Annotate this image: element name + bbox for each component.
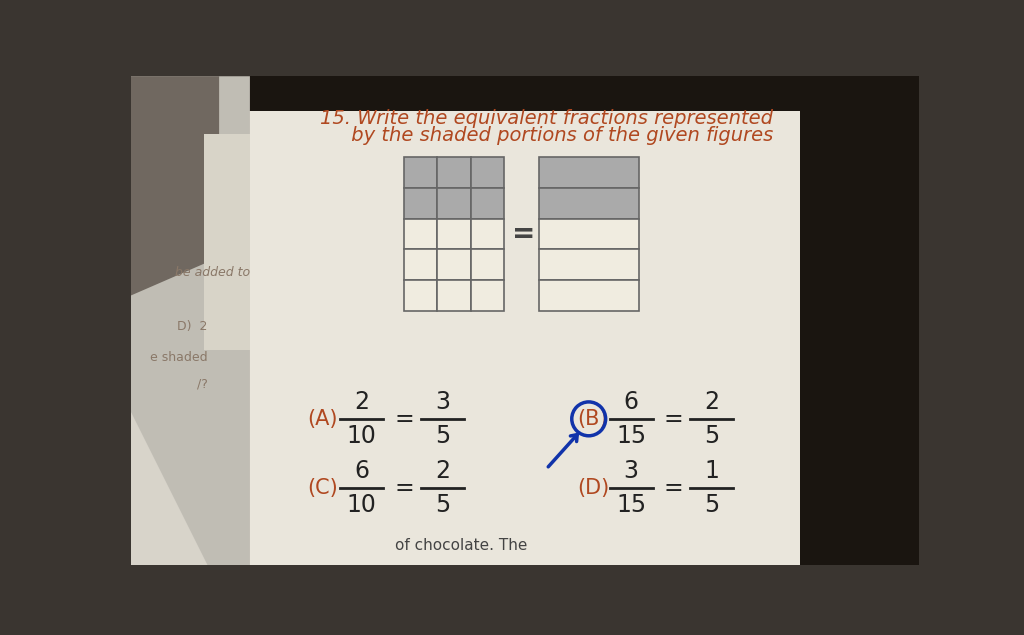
Bar <box>471 157 504 188</box>
Bar <box>437 157 471 188</box>
Bar <box>131 76 920 111</box>
Text: 2: 2 <box>435 459 450 483</box>
Text: (A): (A) <box>307 409 338 429</box>
Text: =: = <box>664 476 683 500</box>
Text: by the shaded portions of the given figures: by the shaded portions of the given figu… <box>319 126 773 145</box>
Polygon shape <box>131 76 250 565</box>
Bar <box>539 188 639 218</box>
Polygon shape <box>708 76 920 257</box>
Text: 3: 3 <box>435 390 450 414</box>
Text: (C): (C) <box>307 478 338 498</box>
Text: 15: 15 <box>616 424 646 448</box>
Text: 5: 5 <box>705 424 720 448</box>
Polygon shape <box>131 76 801 565</box>
Bar <box>471 188 504 218</box>
Text: =: = <box>664 407 683 431</box>
Bar <box>471 218 504 250</box>
Polygon shape <box>230 76 801 565</box>
Polygon shape <box>204 134 250 349</box>
Text: 10: 10 <box>346 424 377 448</box>
Text: 2: 2 <box>705 390 720 414</box>
Text: 5: 5 <box>435 424 450 448</box>
Text: 6: 6 <box>624 390 639 414</box>
Bar <box>539 157 639 188</box>
Polygon shape <box>131 76 219 296</box>
Bar <box>539 280 639 311</box>
Polygon shape <box>250 76 801 565</box>
Text: 5: 5 <box>435 493 450 517</box>
Bar <box>471 250 504 280</box>
Bar <box>403 188 437 218</box>
Bar <box>801 76 920 565</box>
Bar <box>539 250 639 280</box>
Text: 1: 1 <box>705 459 719 483</box>
Bar <box>437 280 471 311</box>
Text: =: = <box>394 476 414 500</box>
Text: =: = <box>394 407 414 431</box>
Text: 15: 15 <box>616 493 646 517</box>
Bar <box>471 280 504 311</box>
Bar <box>437 218 471 250</box>
Text: of chocolate. The: of chocolate. The <box>395 538 527 553</box>
Text: 10: 10 <box>346 493 377 517</box>
Text: D)  2: D) 2 <box>177 320 208 333</box>
Bar <box>403 280 437 311</box>
Text: be added to: be added to <box>175 266 250 279</box>
Text: 3: 3 <box>624 459 639 483</box>
Text: 2: 2 <box>354 390 369 414</box>
Text: e shaded: e shaded <box>150 351 208 364</box>
Bar <box>437 250 471 280</box>
Bar <box>437 188 471 218</box>
Text: (B): (B) <box>578 409 607 429</box>
Bar <box>403 218 437 250</box>
Bar <box>403 250 437 280</box>
Bar <box>539 218 639 250</box>
Text: 5: 5 <box>705 493 720 517</box>
Text: (D): (D) <box>578 478 609 498</box>
Text: 15. Write the equivalent fractions represented: 15. Write the equivalent fractions repre… <box>319 109 773 128</box>
Text: 6: 6 <box>354 459 369 483</box>
Text: =: = <box>512 220 535 248</box>
Bar <box>403 157 437 188</box>
Text: /?: /? <box>197 378 208 391</box>
